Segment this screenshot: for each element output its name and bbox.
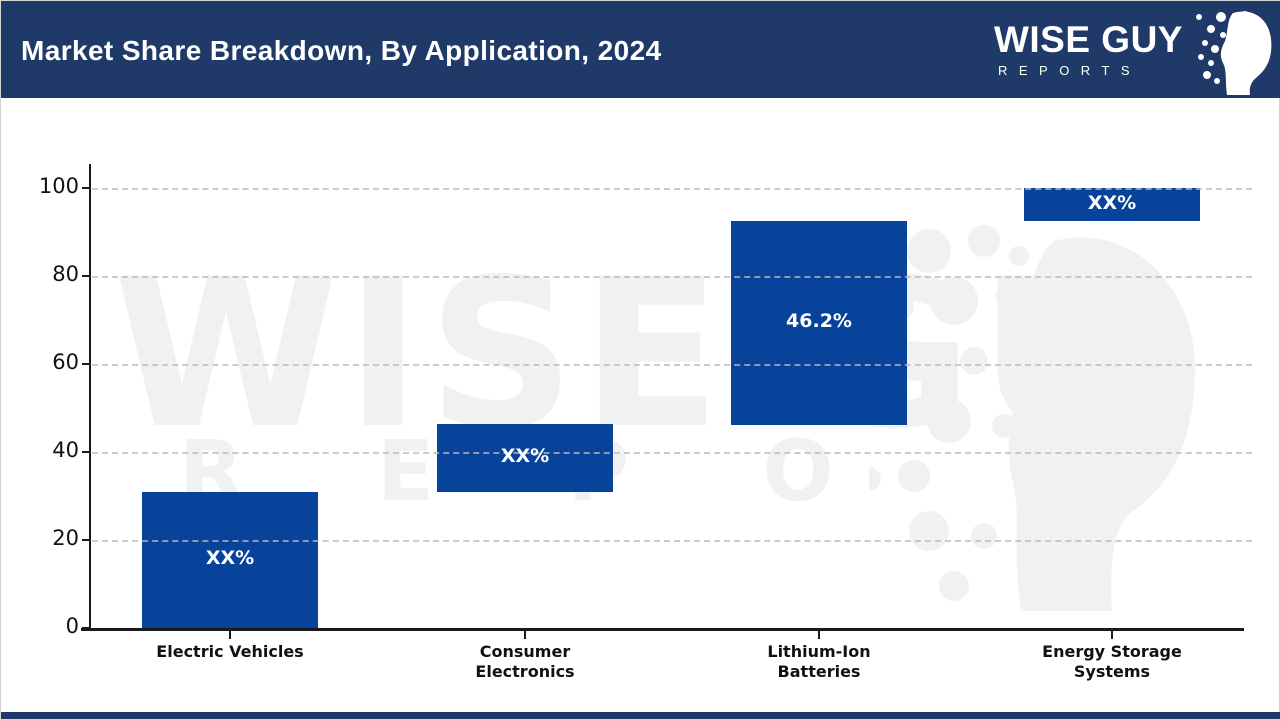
- y-axis-tick-0: [82, 627, 90, 629]
- x-axis-line: [81, 628, 1244, 631]
- gridline-100: [92, 188, 1252, 190]
- y-axis-tick-label-80: 80: [52, 262, 79, 286]
- gridline-20: [92, 540, 1252, 542]
- header-bar: Market Share Breakdown, By Application, …: [1, 1, 1280, 98]
- y-axis-tick-80: [82, 275, 90, 277]
- x-axis-tick-lithium-ion-batteries: [818, 631, 820, 639]
- x-axis-tick-electric-vehicles: [229, 631, 231, 639]
- bar-value-label-lithium-ion-batteries: 46.2%: [786, 310, 852, 333]
- y-axis-tick-20: [82, 539, 90, 541]
- category-label-lithium-ion-batteries: Lithium-Ion Batteries: [767, 642, 871, 681]
- footer-bar: [1, 712, 1280, 719]
- y-axis-tick-label-0: 0: [65, 614, 79, 638]
- x-axis-tick-energy-storage-systems: [1111, 631, 1113, 639]
- logo-wordmark: WISE GUY: [993, 19, 1183, 60]
- y-axis-tick-label-100: 100: [38, 174, 79, 198]
- y-axis-tick-label-40: 40: [52, 438, 79, 462]
- y-axis-tick-label-60: 60: [52, 350, 79, 374]
- x-axis-tick-consumer-electronics: [524, 631, 526, 639]
- gridline-60: [92, 364, 1252, 366]
- y-axis-tick-label-20: 20: [52, 526, 79, 550]
- bar-consumer-electronics: [437, 424, 613, 493]
- gridline-80: [92, 276, 1252, 278]
- chart-title: Market Share Breakdown, By Application, …: [21, 35, 662, 66]
- chart-area: XX% XX% 46.2% XX% 0 20 40 60 80 100 Electric Vehi…: [1, 98, 1280, 714]
- y-axis-line: [89, 164, 91, 630]
- bar-electric-vehicles: [142, 492, 318, 628]
- gridline-40: [92, 452, 1252, 454]
- bar-value-label-energy-storage-systems: XX%: [1087, 191, 1137, 214]
- logo-subtitle: REPORTS: [997, 63, 1142, 78]
- wiseguy-logo: WISE GUY REPORTS: [994, 19, 1183, 78]
- y-axis-tick-40: [82, 451, 90, 453]
- y-axis-tick-100: [82, 187, 90, 189]
- logo-face-icon: [1196, 11, 1272, 95]
- category-label-energy-storage-systems: Energy Storage Systems: [1042, 642, 1182, 681]
- category-label-consumer-electronics: Consumer Electronics: [475, 642, 575, 681]
- bar-value-label-electric-vehicles: XX%: [205, 547, 255, 570]
- bar-value-label-consumer-electronics: XX%: [500, 445, 550, 468]
- bar-lithium-ion-batteries: [731, 221, 907, 425]
- category-label-electric-vehicles: Electric Vehicles: [156, 642, 304, 661]
- bar-energy-storage-systems: [1024, 188, 1200, 222]
- y-axis-tick-60: [82, 363, 90, 365]
